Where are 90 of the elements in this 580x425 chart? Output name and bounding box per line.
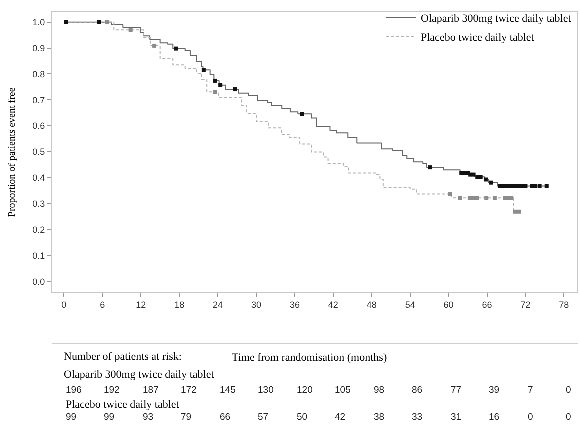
text: 57 xyxy=(258,412,269,423)
legend-label: Placebo twice daily tablet xyxy=(421,32,534,44)
point xyxy=(458,196,462,200)
text: 145 xyxy=(220,385,236,396)
y-tick-label: 0.7 xyxy=(32,95,46,106)
point xyxy=(428,166,432,170)
x-tick-label: 18 xyxy=(174,300,185,310)
point xyxy=(544,184,549,188)
text: 39 xyxy=(489,385,500,396)
point xyxy=(213,90,218,94)
text: 130 xyxy=(258,385,274,396)
point xyxy=(233,88,238,92)
x-tick-label: 12 xyxy=(136,300,146,310)
legend-label: Olaparib 300mg twice daily tablet xyxy=(421,12,572,25)
text: Placebo twice daily tablet xyxy=(66,399,180,411)
text: 77 xyxy=(451,385,462,396)
text: 0 xyxy=(528,412,534,423)
y-tick-label: 0.6 xyxy=(32,121,46,132)
text: 105 xyxy=(335,385,351,396)
y-tick-label: 1.0 xyxy=(32,18,46,28)
y-tick-label: 0.2 xyxy=(32,224,46,235)
text: 98 xyxy=(374,385,385,396)
point xyxy=(174,46,178,51)
text: 50 xyxy=(297,412,308,423)
point xyxy=(513,210,518,214)
text: Number of patients at risk: xyxy=(64,351,182,363)
point xyxy=(105,20,110,24)
y-axis-title: Proportion of patients event free xyxy=(7,87,18,218)
x-tick-label: 6 xyxy=(100,300,106,310)
text: 79 xyxy=(181,412,192,423)
point xyxy=(300,112,304,116)
y-tick-label: 0.9 xyxy=(32,43,46,54)
text: 7 xyxy=(528,385,534,396)
text: 99 xyxy=(66,412,77,423)
x-tick-label: 54 xyxy=(405,300,416,310)
point xyxy=(213,78,218,83)
point xyxy=(524,184,528,188)
x-tick-label: 42 xyxy=(328,300,338,310)
text: 38 xyxy=(374,412,385,423)
x-tick-label: 48 xyxy=(366,300,377,310)
point xyxy=(475,196,479,200)
text: 0 xyxy=(566,412,572,423)
point xyxy=(64,20,68,24)
point xyxy=(538,184,542,188)
text: 187 xyxy=(143,385,159,396)
text: 120 xyxy=(297,385,313,396)
y-tick-label: 0.1 xyxy=(32,250,46,261)
point xyxy=(97,20,102,24)
point xyxy=(128,28,133,32)
text: 0 xyxy=(566,385,572,396)
point xyxy=(510,196,514,200)
x-tick-label: 24 xyxy=(213,300,224,310)
point xyxy=(484,196,489,200)
x-tick-label: 36 xyxy=(290,300,300,310)
text: 31 xyxy=(451,412,462,423)
text: 99 xyxy=(104,412,115,423)
x-tick-label: 66 xyxy=(482,300,492,310)
x-tick-label: 30 xyxy=(251,300,262,310)
point xyxy=(489,180,494,185)
x-tick-label: 0 xyxy=(62,300,67,310)
point xyxy=(484,178,488,182)
point xyxy=(218,83,223,88)
x-tick-label: 78 xyxy=(559,300,570,310)
text: 42 xyxy=(335,412,346,423)
x-tick-label: 60 xyxy=(444,300,454,310)
y-tick-label: 0.0 xyxy=(32,276,46,287)
y-tick-label: 0.3 xyxy=(32,199,46,209)
text: 66 xyxy=(220,412,231,423)
point xyxy=(471,196,476,200)
point xyxy=(517,210,522,214)
text: 192 xyxy=(104,385,120,396)
text: 33 xyxy=(412,412,423,423)
point xyxy=(448,192,452,196)
text: 172 xyxy=(181,385,197,396)
point xyxy=(152,44,157,48)
point xyxy=(478,175,483,180)
text: 93 xyxy=(143,412,154,423)
x-axis-title: Time from randomisation (months) xyxy=(232,352,388,364)
point xyxy=(533,184,538,188)
x-tick-label: 72 xyxy=(520,300,531,310)
point xyxy=(472,172,476,177)
y-tick-label: 0.5 xyxy=(32,147,46,158)
y-tick-label: 0.8 xyxy=(32,69,46,80)
text: 196 xyxy=(66,385,82,396)
point xyxy=(202,68,206,72)
text: 86 xyxy=(412,385,423,396)
point xyxy=(492,196,497,200)
y-tick-label: 0.4 xyxy=(32,173,46,184)
text: Olaparib 300mg twice daily tablet xyxy=(64,369,214,381)
text: 16 xyxy=(489,412,500,423)
